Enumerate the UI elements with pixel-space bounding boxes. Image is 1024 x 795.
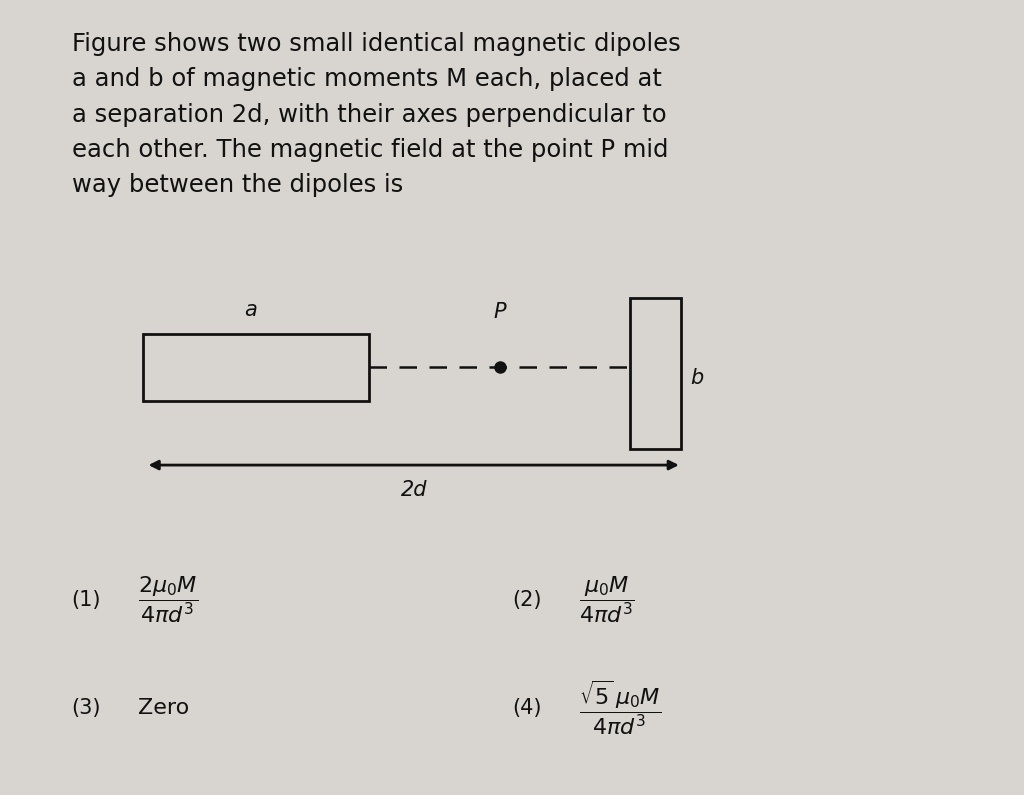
Text: (4): (4) — [512, 697, 542, 718]
Text: Zero: Zero — [138, 697, 189, 718]
Text: $\dfrac{\mu_0 M}{4\pi d^3}$: $\dfrac{\mu_0 M}{4\pi d^3}$ — [579, 575, 634, 626]
Text: a: a — [245, 301, 257, 320]
Text: Figure shows two small identical magnetic dipoles
a and b of magnetic moments M : Figure shows two small identical magneti… — [72, 32, 680, 197]
Bar — [630, 298, 681, 449]
Text: P: P — [494, 302, 506, 322]
Text: $\dfrac{\sqrt{5}\,\mu_0 M}{4\pi d^3}$: $\dfrac{\sqrt{5}\,\mu_0 M}{4\pi d^3}$ — [579, 678, 660, 737]
Text: (1): (1) — [72, 590, 101, 611]
Text: (3): (3) — [72, 697, 101, 718]
Bar — [143, 334, 369, 401]
Text: 2d: 2d — [400, 480, 427, 500]
Text: b: b — [690, 367, 703, 388]
Text: $\dfrac{2\mu_0 M}{4\pi d^3}$: $\dfrac{2\mu_0 M}{4\pi d^3}$ — [138, 575, 199, 626]
Text: (2): (2) — [512, 590, 542, 611]
